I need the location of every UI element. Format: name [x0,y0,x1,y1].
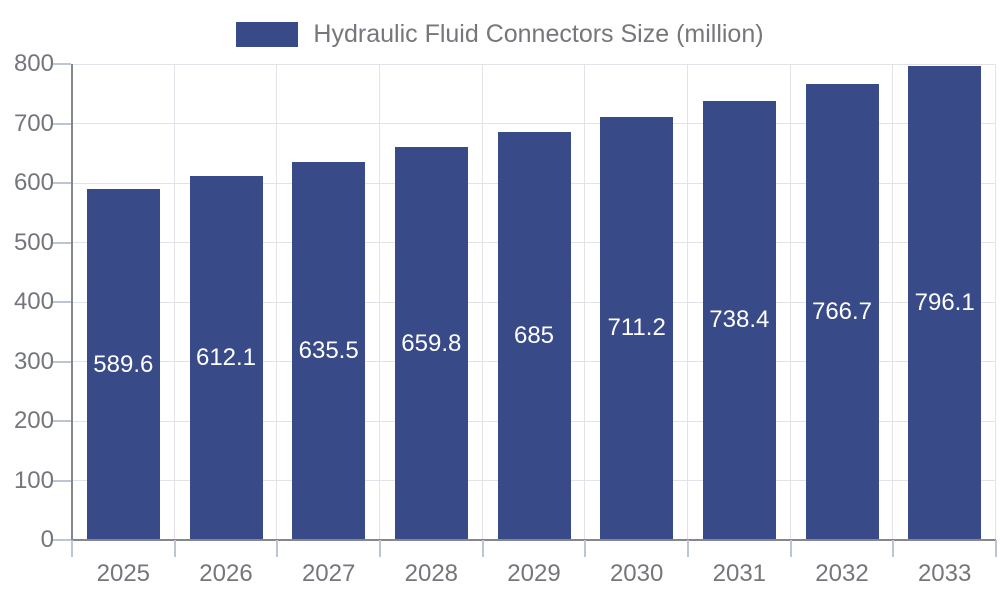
gridline-vertical [584,64,586,540]
y-axis-tick [53,360,71,363]
gridline-horizontal [72,63,996,65]
y-axis-tick [53,122,71,125]
y-axis-tick-label: 500 [13,228,54,256]
x-axis-line [72,539,996,541]
y-axis-tick-label: 0 [40,526,54,553]
x-axis-label-2025: 2025 [96,560,151,587]
y-axis-tick [53,182,71,184]
y-axis-tick-label: 800 [13,50,54,77]
x-axis-label-2026: 2026 [199,560,253,587]
gridline-vertical [995,64,996,540]
legend-swatch [236,22,299,47]
bar-2031[interactable]: 738.4 [702,100,776,540]
x-axis-tick [995,540,997,557]
bar-2030[interactable]: 711.2 [600,116,674,540]
x-axis-tick [379,540,381,557]
x-axis-tick [687,540,689,557]
gridline-vertical [379,64,380,540]
x-axis-tick [276,540,279,557]
y-axis-tick-label: 100 [13,466,54,494]
bar-2028[interactable]: 659.8 [394,147,468,540]
bar-value-label: 766.7 [811,297,873,325]
x-axis-label-2033: 2033 [917,560,972,587]
x-axis-tick [584,540,587,557]
y-axis-tick [53,539,71,541]
bar-2026[interactable]: 612.1 [189,175,263,540]
x-axis-tick [481,540,484,557]
bar-2025[interactable]: 589.6 [86,189,160,540]
gridline-vertical [173,64,175,540]
bar-value-label: 711.2 [607,314,666,342]
y-axis-tick [53,420,71,422]
bar-value-label: 659.8 [401,329,462,357]
y-axis-tick [53,479,71,482]
x-axis-tick [789,540,792,557]
bar-value-label: 612.1 [195,343,257,371]
x-axis-label-2031: 2031 [712,560,767,587]
bar-2033[interactable]: 796.1 [908,66,982,540]
y-axis-tick-label: 600 [13,169,54,196]
bar-2032[interactable]: 766.7 [805,83,879,540]
legend-label: Hydraulic Fluid Connectors Size (million… [313,20,764,48]
y-axis-tick-label: 400 [13,288,54,315]
x-axis-label-2029: 2029 [507,560,561,587]
y-axis-tick [53,301,71,303]
x-axis-label-2027: 2027 [301,560,356,587]
x-axis-tick [173,540,176,557]
y-axis-tick-label: 300 [13,347,54,375]
bar-value-label: 685 [513,322,555,350]
gridline-vertical [892,64,894,540]
legend-item[interactable]: Hydraulic Fluid Connectors Size (million… [0,20,1000,49]
x-axis-tick [71,540,73,557]
y-axis-tick [53,241,71,244]
gridline-horizontal [72,123,996,124]
y-axis-tick [53,63,71,65]
y-axis-tick-label: 200 [13,407,54,434]
bar-value-label: 635.5 [298,336,359,364]
gridline-vertical [276,64,278,540]
gridline-vertical [789,64,791,540]
x-axis-tick [892,540,895,557]
gridline-vertical [481,64,483,540]
bar-value-label: 738.4 [709,306,770,334]
x-axis-label-2032: 2032 [815,560,869,587]
bar-2027[interactable]: 635.5 [292,161,366,540]
gridline-vertical [687,64,688,540]
y-axis-line [71,64,73,540]
bar-value-label: 796.1 [914,289,975,317]
x-axis-label-2030: 2030 [609,560,664,587]
y-axis-tick-label: 700 [13,109,54,137]
bar-2029[interactable]: 685 [497,132,571,540]
plot-area: 589.6 612.1 635.5 659.8 685 711.2 738.4 766.7 79… [53,63,997,557]
x-axis-label-2028: 2028 [404,560,459,587]
bar-value-label: 589.6 [93,350,154,378]
